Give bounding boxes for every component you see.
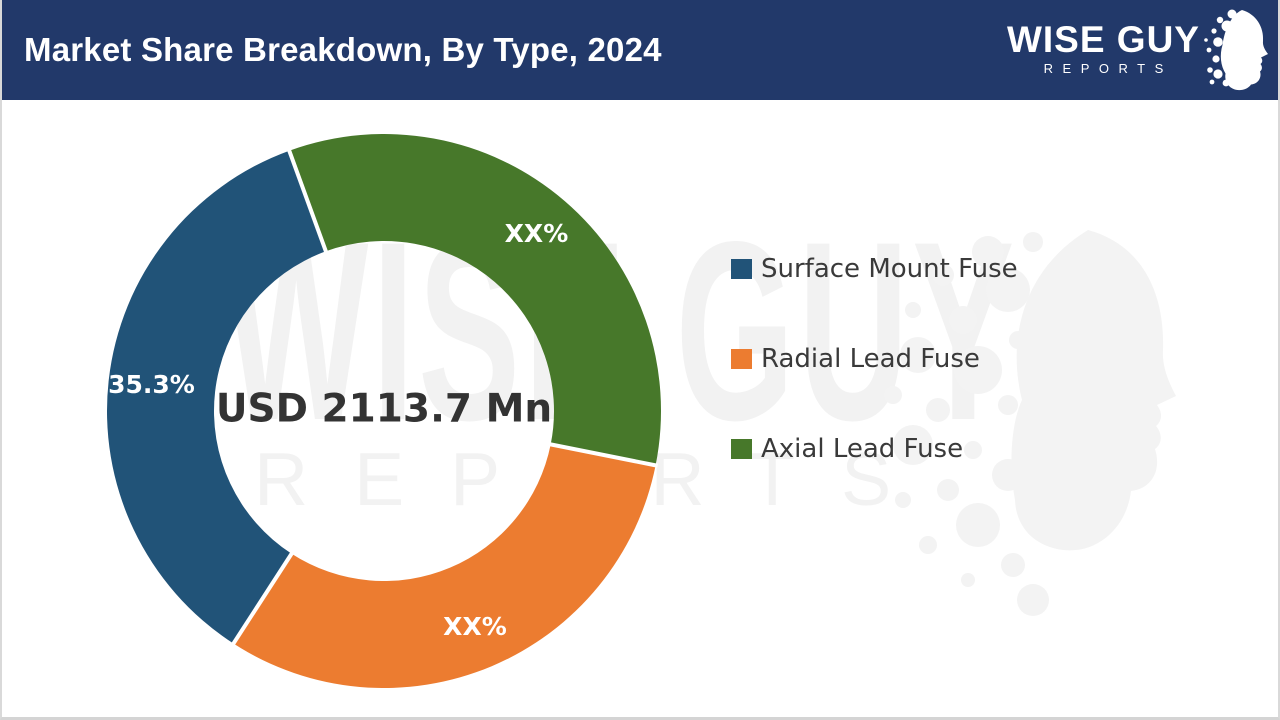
page-title: Market Share Breakdown, By Type, 2024 (24, 31, 662, 68)
segment-percent-label-1: XX% (443, 612, 507, 641)
donut-segment-0 (107, 150, 326, 644)
logo-wordmark: WISE GUY (1006, 18, 1200, 60)
segment-percent-label-2: XX% (505, 219, 569, 248)
legend-swatch (731, 349, 752, 369)
donut-segment-1 (233, 444, 656, 688)
segment-separator (230, 550, 295, 647)
logo-text: WISE GUY REPORTS (1006, 18, 1200, 77)
donut-segment-2 (289, 134, 661, 466)
donut-segments (107, 134, 661, 688)
wiseguy-logo: WISE GUY REPORTS (1007, 4, 1270, 92)
segment-separators (230, 148, 658, 647)
legend-label: Surface Mount Fuse (761, 254, 1018, 284)
segment-percent-label-0: 35.3% (108, 370, 195, 399)
legend-item-2: Axial Lead Fuse (731, 434, 1018, 464)
chart-legend: Surface Mount Fuse Radial Lead Fuse Axial … (731, 254, 1018, 464)
logo-subtext: REPORTS (1043, 61, 1173, 77)
legend-label: Radial Lead Fuse (761, 344, 980, 374)
segment-separator (286, 148, 329, 254)
donut-center-value: USD 2113.7 Mn (216, 387, 552, 432)
legend-item-0: Surface Mount Fuse (731, 254, 1018, 284)
logo-face-icon (1204, 9, 1268, 91)
segment-labels: 35.3% XX% XX% (108, 219, 568, 641)
header-bar: Market Share Breakdown, By Type, 2024 WI… (2, 0, 1278, 100)
legend-swatch (731, 439, 752, 459)
watermark-face (884, 230, 1176, 616)
segment-separator (548, 442, 658, 468)
legend-label: Axial Lead Fuse (761, 434, 964, 464)
legend-item-1: Radial Lead Fuse (731, 344, 1018, 374)
donut-chart: 35.3% XX% XX% USD 2113.7 Mn (107, 134, 661, 688)
legend-swatch (731, 259, 752, 279)
